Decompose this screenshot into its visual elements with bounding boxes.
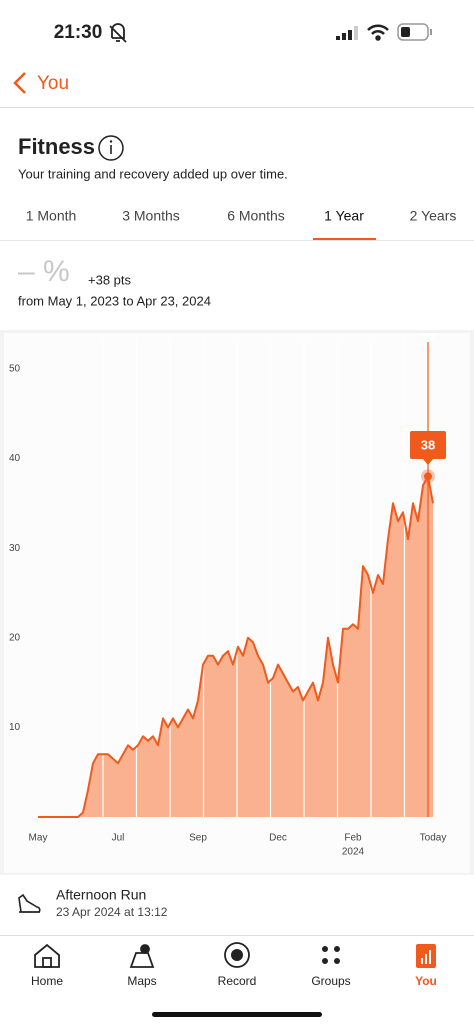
tooltip-pointer: [423, 459, 433, 465]
x-tick-label: Today: [420, 833, 447, 844]
activity-name: Afternoon Run: [56, 887, 146, 903]
x-tick-label: Jul: [112, 833, 125, 844]
page-subtitle: Your training and recovery added up over…: [18, 166, 288, 181]
status-time: 21:30: [54, 22, 103, 43]
signal-icon: [336, 26, 358, 40]
you-icon[interactable]: [416, 944, 436, 968]
groups-icon[interactable]: [322, 946, 340, 964]
points-change: +38 pts: [88, 272, 132, 287]
home-icon[interactable]: [34, 943, 60, 968]
highlight-point: [424, 472, 432, 481]
battery-icon: [397, 23, 432, 41]
x-year-label: 2024: [342, 847, 365, 858]
tooltip-box: [410, 431, 446, 459]
y-tick-label: 40: [9, 453, 21, 464]
page-title: Fitness: [18, 134, 95, 159]
activity-row[interactable]: [0, 875, 474, 935]
back-button[interactable]: You: [37, 73, 69, 94]
y-tick-label: 30: [9, 543, 21, 554]
tooltip-value: 38: [421, 437, 435, 452]
y-tick-label: 10: [9, 722, 21, 733]
fitness-area: [38, 476, 433, 817]
x-tick-label: Dec: [269, 833, 287, 844]
activity-time: 23 Apr 2024 at 13:12: [56, 905, 168, 919]
record-icon[interactable]: [224, 942, 250, 968]
tab-bar-label[interactable]: Home: [31, 974, 63, 988]
x-tick-label: Feb: [344, 833, 362, 844]
time-range-tab[interactable]: 3 Months: [122, 208, 180, 224]
info-icon[interactable]: [98, 135, 124, 161]
tab-bar-label[interactable]: Record: [218, 974, 257, 988]
y-tick-label: 50: [9, 364, 21, 375]
time-range-tab[interactable]: 1 Year: [324, 208, 364, 224]
maps-icon[interactable]: [129, 944, 155, 968]
selector-pointer: [420, 333, 438, 342]
tab-bar-label[interactable]: Groups: [311, 974, 350, 988]
back-chevron[interactable]: [13, 72, 26, 94]
percent-value: – %: [18, 255, 70, 288]
tab-bar-label[interactable]: Maps: [127, 974, 156, 988]
time-range-tab[interactable]: 1 Month: [26, 208, 77, 224]
x-tick-label: May: [29, 833, 48, 844]
wifi-icon: [367, 24, 389, 41]
x-tick-label: Sep: [189, 833, 207, 844]
home-indicator: [152, 1012, 322, 1017]
tab-underline: [313, 238, 376, 241]
fitness-line: [38, 475, 434, 818]
y-tick-label: 20: [9, 632, 21, 643]
tab-bar-label[interactable]: You: [415, 974, 437, 988]
date-range: from May 1, 2023 to Apr 23, 2024: [18, 293, 211, 308]
shoe-icon: [18, 893, 41, 913]
time-range-tab[interactable]: 2 Years: [410, 208, 457, 224]
time-range-tab[interactable]: 6 Months: [227, 208, 285, 224]
bell-muted-icon: [109, 23, 127, 43]
